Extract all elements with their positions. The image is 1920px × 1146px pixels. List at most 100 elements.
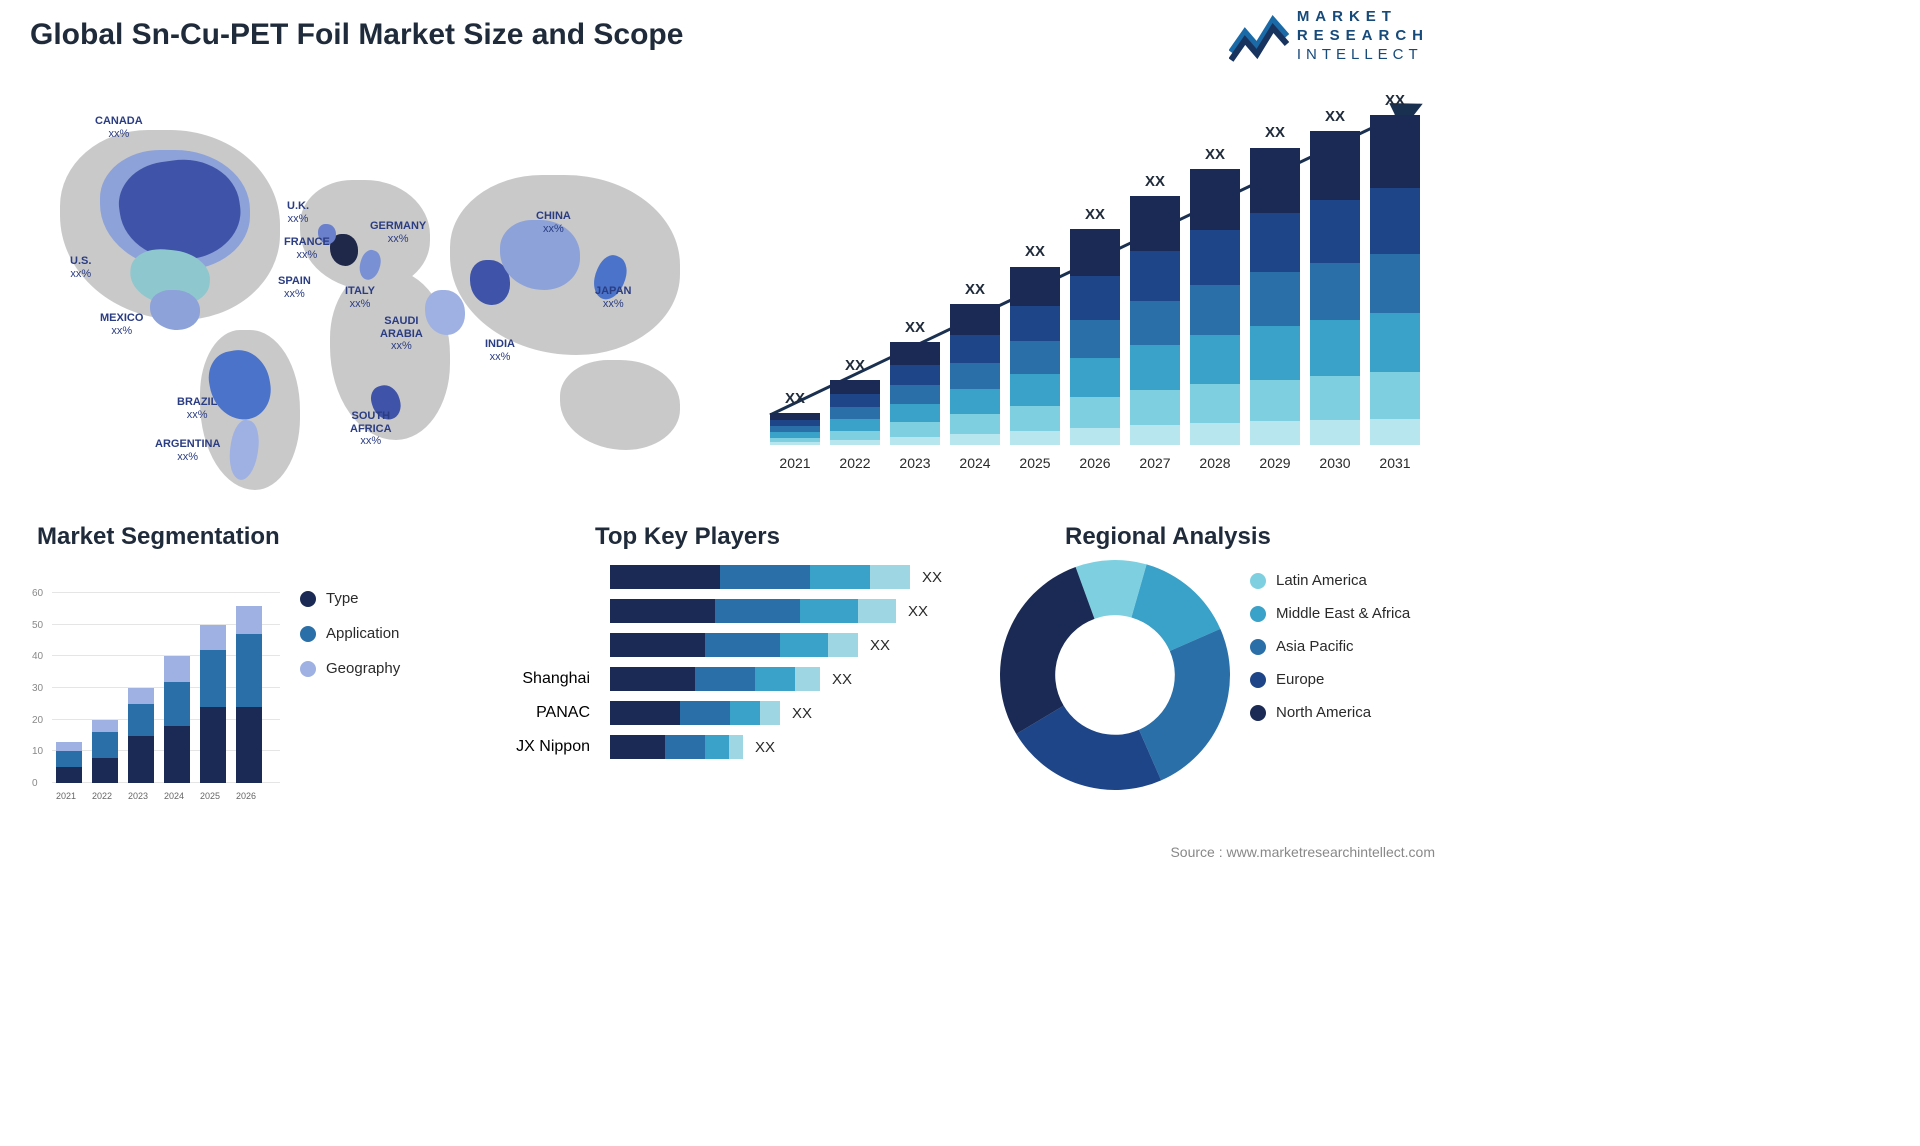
bar-segment: [1310, 263, 1360, 319]
bar-segment: [1130, 301, 1180, 346]
bar-segment: [830, 380, 880, 394]
map-landmass: [560, 360, 680, 450]
bar-value-label: XX: [1325, 108, 1345, 125]
bar-value-label: XX: [1085, 206, 1105, 223]
map-label: CHINAxx%: [536, 210, 571, 235]
seg-bar: [128, 688, 154, 783]
seg-bar-segment: [236, 606, 262, 635]
seg-bar-segment: [56, 742, 82, 752]
bar-segment: [1370, 254, 1420, 313]
tkp-bar-segment: [610, 565, 720, 589]
tkp-bar-segment: [858, 599, 896, 623]
bar-segment: [1070, 428, 1120, 445]
tkp-bar-segment: [705, 735, 729, 759]
seg-bar-segment: [164, 656, 190, 681]
bar-segment: [830, 407, 880, 419]
swatch-icon: [1250, 639, 1266, 655]
bar-segment: [1070, 397, 1120, 427]
bar-segment: [1070, 320, 1120, 359]
bar-segment: [890, 404, 940, 423]
seg-year: 2021: [56, 791, 76, 801]
bar-segment: [1010, 406, 1060, 431]
y-tick: 10: [32, 746, 43, 757]
bar-segment: [1370, 115, 1420, 188]
bar-segment: [1130, 251, 1180, 301]
year-label: 2026: [1070, 455, 1120, 471]
tkp-bar-segment: [680, 701, 730, 725]
donut-segment: [1000, 567, 1094, 734]
bar-segment: [830, 394, 880, 407]
forecast-bar: [1130, 196, 1180, 445]
year-label: 2029: [1250, 455, 1300, 471]
map-country-shape: [150, 290, 200, 330]
map-label: BRAZILxx%: [177, 396, 217, 421]
tkp-company: PANAC: [470, 701, 590, 735]
bar-segment: [890, 385, 940, 404]
bar-value-label: XX: [1205, 146, 1225, 163]
seg-bar: [236, 606, 262, 783]
year-label: 2031: [1370, 455, 1420, 471]
bar-segment: [1190, 169, 1240, 230]
map-label: JAPANxx%: [595, 285, 631, 310]
swatch-icon: [300, 591, 316, 607]
bar-segment: [1370, 313, 1420, 372]
swatch-icon: [1250, 606, 1266, 622]
bar-segment: [1250, 380, 1300, 422]
bar-segment: [1010, 431, 1060, 445]
tkp-bar-row: XX: [610, 633, 942, 657]
top-key-players-chart: ShanghaiPANACJX NipponXXXXXXXXXXXX: [470, 565, 960, 815]
regional-legend-item: Asia Pacific: [1250, 638, 1410, 655]
bar-segment: [1310, 200, 1360, 263]
bar-segment: [1010, 374, 1060, 406]
tkp-bar-row: XX: [610, 565, 942, 589]
forecast-bar: [1190, 169, 1240, 445]
bar-segment: [950, 389, 1000, 414]
bar-segment: [1310, 320, 1360, 376]
bar-segment: [830, 440, 880, 445]
seg-bar-segment: [92, 720, 118, 733]
source-citation: Source : www.marketresearchintellect.com: [1170, 844, 1435, 860]
year-label: 2030: [1310, 455, 1360, 471]
tkp-company: Shanghai: [470, 667, 590, 701]
year-label: 2021: [770, 455, 820, 471]
swatch-icon: [300, 626, 316, 642]
map-label: SOUTHAFRICAxx%: [350, 410, 392, 448]
tkp-value: XX: [832, 671, 852, 688]
bar-segment: [1370, 419, 1420, 445]
bar-segment: [1250, 272, 1300, 326]
bar-segment: [770, 413, 820, 420]
bar-segment: [1250, 326, 1300, 380]
logo-line1: MARKET: [1297, 8, 1429, 27]
bar-segment: [950, 335, 1000, 363]
year-label: 2024: [950, 455, 1000, 471]
bar-segment: [1190, 423, 1240, 445]
bar-segment: [1250, 213, 1300, 273]
map-country-shape: [425, 290, 465, 335]
swatch-icon: [1250, 705, 1266, 721]
bar-segment: [890, 342, 940, 365]
year-label: 2028: [1190, 455, 1240, 471]
y-tick: 0: [32, 778, 38, 789]
seg-year: 2026: [236, 791, 256, 801]
brand-logo: MARKET RESEARCH INTELLECT: [1229, 8, 1429, 64]
logo-line2: RESEARCH: [1297, 27, 1429, 46]
bar-segment: [1130, 390, 1180, 425]
year-label: 2027: [1130, 455, 1180, 471]
map-label: INDIAxx%: [485, 338, 515, 363]
tkp-value: XX: [870, 637, 890, 654]
tkp-bar-segment: [665, 735, 705, 759]
tkp-bar-segment: [715, 599, 800, 623]
seg-legend-item: Application: [300, 625, 400, 642]
bar-segment: [1310, 420, 1360, 445]
regional-legend-item: North America: [1250, 704, 1410, 721]
map-label: SPAINxx%: [278, 275, 311, 300]
tkp-bar-segment: [795, 667, 820, 691]
map-label: FRANCExx%: [284, 236, 330, 261]
regional-title: Regional Analysis: [1065, 523, 1271, 551]
tkp-bar-segment: [828, 633, 858, 657]
seg-year: 2024: [164, 791, 184, 801]
seg-year: 2022: [92, 791, 112, 801]
bar-segment: [1010, 306, 1060, 342]
donut-svg: [1000, 560, 1230, 790]
forecast-bar: [1250, 148, 1300, 445]
